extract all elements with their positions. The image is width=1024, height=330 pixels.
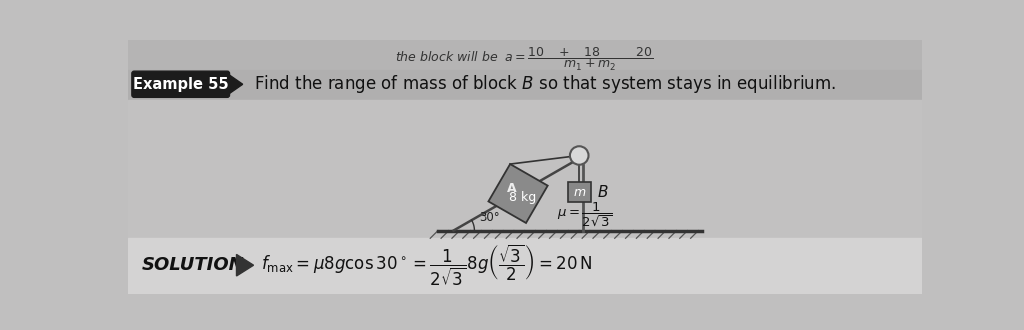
Text: Find the range of mass of block $B$ so that system stays in equilibrium.: Find the range of mass of block $B$ so t… (254, 73, 836, 95)
Bar (128, 238, 922, 294)
Text: 8 kg: 8 kg (509, 191, 537, 204)
Bar (128, 40, 922, 72)
Polygon shape (237, 254, 254, 276)
Bar (128, 100, 922, 238)
Text: 30°: 30° (479, 211, 500, 224)
Circle shape (570, 146, 589, 165)
Text: $\mu=\dfrac{1}{2\sqrt{3}}$: $\mu=\dfrac{1}{2\sqrt{3}}$ (557, 201, 612, 229)
Polygon shape (227, 74, 243, 95)
FancyBboxPatch shape (132, 71, 229, 97)
Text: A: A (507, 182, 517, 195)
Text: $f_{\max}=\mu 8g\cos30^\circ=\dfrac{1}{2\sqrt{3}}8g\left(\dfrac{\sqrt{3}}{2}\rig: $f_{\max}=\mu 8g\cos30^\circ=\dfrac{1}{2… (261, 243, 593, 288)
Text: $B$: $B$ (597, 184, 608, 200)
Bar (567, 182, 591, 202)
Bar (128, 70, 922, 101)
Text: $m$: $m$ (572, 185, 586, 199)
Text: Example 55: Example 55 (133, 77, 228, 92)
Text: the block will be  $a=\dfrac{10\quad+\quad 18\quad\quad\quad 20}{m_1+m_2}$: the block will be $a=\dfrac{10\quad+\qua… (395, 46, 654, 73)
Text: SOLUTION: SOLUTION (142, 256, 245, 274)
Polygon shape (488, 164, 548, 223)
